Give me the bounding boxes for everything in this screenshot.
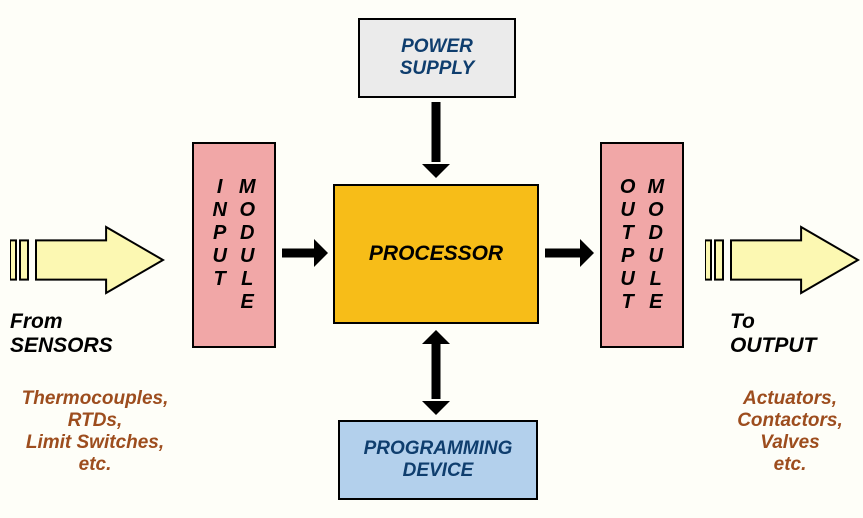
from-sensors-label: From SENSORS (10, 310, 113, 358)
to-label-1: To (730, 310, 816, 334)
to-output-label: To OUTPUT (730, 310, 816, 358)
programming-device-label-1: PROGRAMMING (364, 438, 513, 460)
output-module-label: OUTPUTMODULE (620, 176, 664, 314)
output-examples-label: Actuators,Contactors,Valvesetc. (720, 388, 860, 476)
power-supply-box: POWER SUPPLY (358, 18, 516, 98)
power-supply-label-1: POWER (400, 36, 475, 58)
programming-device-box: PROGRAMMING DEVICE (338, 420, 538, 500)
programming-device-label-2: DEVICE (364, 460, 513, 482)
processor-label: PROCESSOR (369, 242, 503, 266)
output-module-box: OUTPUTMODULE (600, 142, 684, 348)
power-supply-label-2: SUPPLY (400, 58, 475, 80)
input-module-box: INPUTMODULE (192, 142, 276, 348)
to-output-arrow (705, 225, 860, 295)
to-label-2: OUTPUT (730, 334, 816, 358)
from-label-2: SENSORS (10, 334, 113, 358)
input-module-label: INPUTMODULE (212, 176, 255, 314)
processor-box: PROCESSOR (333, 184, 539, 324)
sensor-examples-label: Thermocouples,RTDs,Limit Switches,etc. (0, 388, 190, 476)
from-label-1: From (10, 310, 113, 334)
from-sensors-arrow (10, 225, 165, 295)
